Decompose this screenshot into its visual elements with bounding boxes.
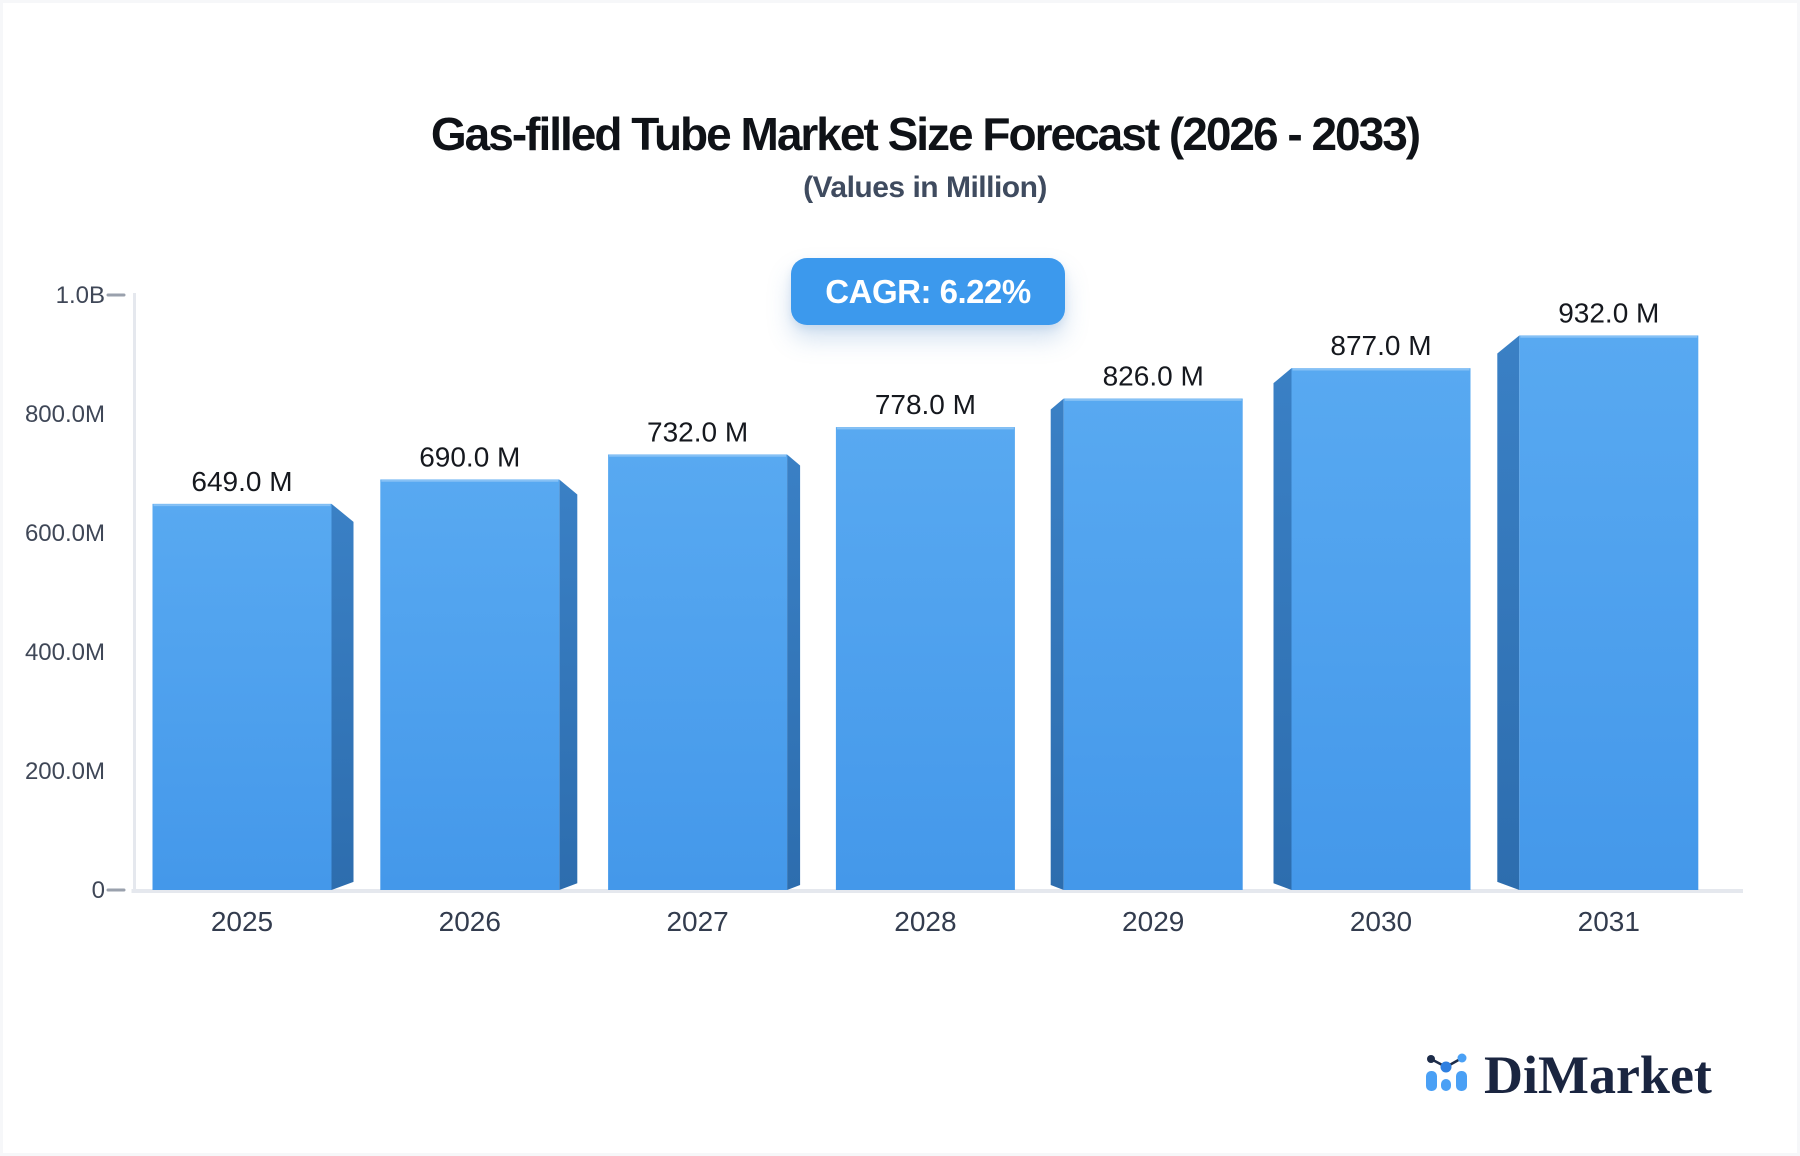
bar-value-label: 877.0 M <box>1330 330 1431 361</box>
bar-2027: 732.0 M 2027 <box>608 416 801 937</box>
x-tick-label: 2027 <box>666 906 728 937</box>
bar-value-label: 826.0 M <box>1103 361 1204 392</box>
bar-front-face <box>380 479 560 890</box>
y-tick-label: 200.0M <box>25 758 105 785</box>
x-tick-label: 2025 <box>211 906 273 937</box>
bar-side-face <box>331 503 354 890</box>
logo-dot <box>1440 1061 1452 1073</box>
bar-value-label: 690.0 M <box>419 441 520 472</box>
bar-2026: 690.0 M 2026 <box>380 441 578 937</box>
y-tick-label: 800.0M <box>25 401 105 428</box>
bar-2028: 778.0 M 2028 <box>835 389 1015 937</box>
bar-2031: 932.0 M 2031 <box>1497 297 1699 937</box>
cagr-badge: CAGR: 6.22% <box>791 258 1065 325</box>
bar-2029: 826.0 M 2029 <box>1050 361 1243 937</box>
bar-side-face <box>559 479 578 890</box>
logo-dot <box>1457 1053 1467 1063</box>
bar-value-label: 932.0 M <box>1558 297 1659 328</box>
bar-chart-sparkline-icon <box>1426 1053 1467 1091</box>
y-tick-label: 1.0B <box>56 282 105 309</box>
bar-front-face <box>1291 368 1471 890</box>
logo-dot <box>1427 1055 1435 1063</box>
bar-side-face <box>1050 398 1064 890</box>
bar-front-face <box>1519 335 1699 891</box>
x-tick-label: 2026 <box>439 906 501 937</box>
y-tick-label: 0 <box>92 877 105 904</box>
brand-name: DiMarket <box>1484 1045 1712 1105</box>
brand-logo: DiMarket <box>1424 1043 1712 1102</box>
bar-front-face <box>608 454 788 890</box>
x-tick-label: 2030 <box>1350 906 1412 937</box>
bar-front-face <box>1063 398 1243 890</box>
bar-value-label: 649.0 M <box>191 466 292 497</box>
y-tick-label: 600.0M <box>25 520 105 547</box>
bar-side-face <box>787 454 801 890</box>
cagr-badge-label: CAGR: 6.22% <box>825 273 1031 310</box>
bar-2025: 649.0 M 2025 <box>152 466 354 937</box>
bar-side-face <box>1273 368 1292 890</box>
logo-bar <box>1426 1071 1437 1091</box>
bar-side-face <box>1497 335 1520 891</box>
bar-value-label: 778.0 M <box>875 389 976 420</box>
logo-bar <box>1456 1071 1467 1091</box>
x-tick-label: 2029 <box>1122 906 1184 937</box>
logo-bar <box>1441 1079 1451 1091</box>
bar-front-face <box>152 503 332 890</box>
bar-chart: 1.0B 800.0M 600.0M 400.0M 200.0M 0 649.0 M 2025… <box>25 282 1743 937</box>
chart-title: Gas-filled Tube Market Size Forecast (20… <box>430 108 1421 160</box>
x-tick-label: 2031 <box>1578 906 1640 937</box>
x-tick-label: 2028 <box>894 906 956 937</box>
bar-value-label: 732.0 M <box>647 416 748 447</box>
y-tick-label: 400.0M <box>25 639 105 666</box>
bar-front-face <box>835 427 1015 890</box>
bar-2030: 877.0 M 2030 <box>1273 330 1471 937</box>
chart-subtitle: (Values in Million) <box>803 171 1047 204</box>
